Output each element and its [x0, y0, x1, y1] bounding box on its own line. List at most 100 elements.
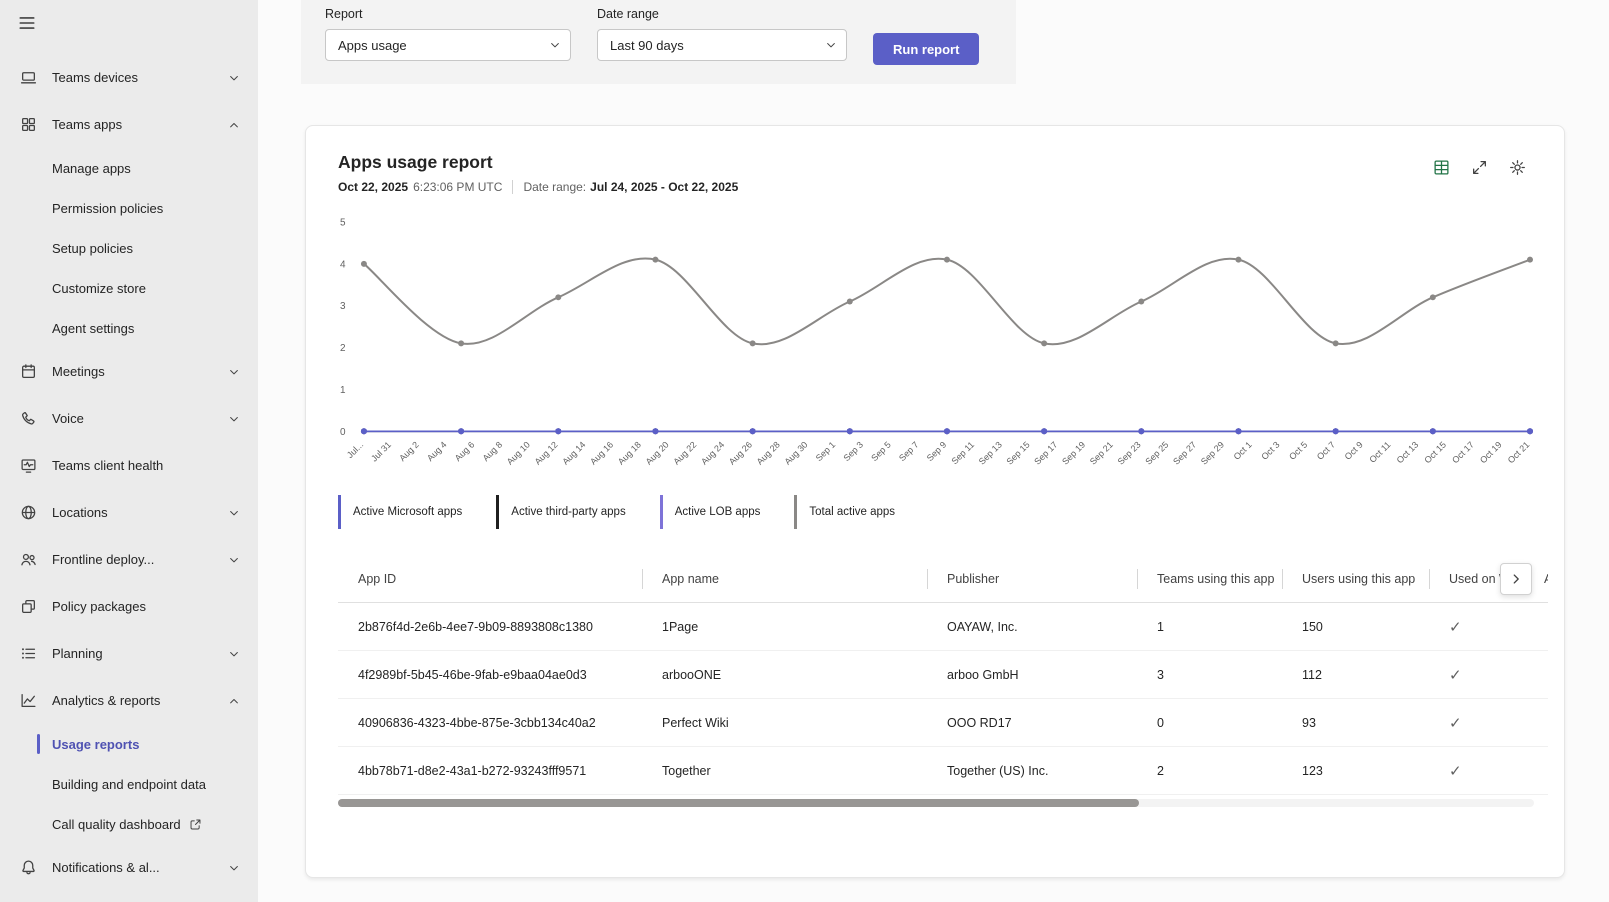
sidebar-item-label: Setup policies: [52, 240, 133, 256]
export-to-excel-button[interactable]: [1426, 152, 1456, 182]
report-dropdown[interactable]: Apps usage: [325, 29, 571, 61]
sidebar-item-agent-settings[interactable]: Agent settings: [0, 308, 258, 348]
sidebar-item-label: Call quality dashboard: [52, 816, 181, 832]
cell-teams-using: 1: [1157, 619, 1164, 634]
horizontal-scrollbar[interactable]: [338, 799, 1534, 808]
chart-settings-button[interactable]: [1502, 152, 1532, 182]
cell-teams-using: 0: [1157, 715, 1164, 730]
table-header-row: App ID App name Publisher Teams using this …: [338, 555, 1548, 604]
column-header-used-on-w[interactable]: Used on W: [1429, 555, 1524, 602]
sidebar-item-label: Policy packages: [52, 599, 146, 614]
cell-used-on-windows: ✓: [1429, 762, 1524, 780]
chevron-up-icon: [228, 695, 240, 707]
report-generated-time: 6:23:06 PM UTC: [413, 180, 503, 194]
sidebar-item-policy-packages[interactable]: Policy packages: [0, 583, 258, 630]
pulse-icon: [20, 457, 37, 474]
svg-text:Aug 16: Aug 16: [588, 440, 615, 467]
svg-text:Oct 13: Oct 13: [1395, 440, 1421, 466]
sidebar-item-label: Teams devices: [52, 70, 138, 85]
svg-text:Aug 8: Aug 8: [481, 440, 505, 464]
column-header-app-id[interactable]: App ID: [358, 571, 397, 586]
sidebar-item-usage-reports[interactable]: Usage reports: [0, 724, 258, 764]
date-range-dropdown[interactable]: Last 90 days: [597, 29, 847, 61]
sidebar-item-label: Permission policies: [52, 200, 164, 216]
table-row: 4bb78b71-d8e2-43a1-b272-93243fff9571 Toge…: [338, 747, 1548, 796]
cell-users-using: 93: [1302, 715, 1316, 730]
sidebar-item-meetings[interactable]: Meetings: [0, 348, 258, 395]
table-row: 40906836-4323-4bbe-875e-3cbb134c40a2 Perf…: [338, 699, 1548, 748]
column-header-users-using-this-app[interactable]: Users using this app: [1282, 555, 1429, 602]
devices-icon: [20, 69, 37, 86]
sidebar-item-teams-apps[interactable]: Teams apps: [0, 101, 258, 148]
divider: [512, 180, 514, 194]
cell-app-id: 4bb78b71-d8e2-43a1-b272-93243fff9571: [358, 763, 587, 778]
svg-text:Oct 19: Oct 19: [1478, 440, 1504, 466]
column-header-teams-using-this-app[interactable]: Teams using this app: [1137, 555, 1282, 602]
chevron-down-icon: [228, 648, 240, 660]
cell-publisher: OOO RD17: [947, 715, 1012, 730]
svg-text:5: 5: [340, 217, 346, 228]
scroll-columns-right-button[interactable]: [1500, 563, 1532, 596]
column-header-app-name[interactable]: App name: [642, 555, 927, 602]
report-filter-group: Report Apps usage: [325, 4, 571, 61]
cell-app-id: 2b876f4d-2e6b-4ee7-9b09-8893808c1380: [358, 619, 593, 634]
sidebar-item-voice[interactable]: Voice: [0, 395, 258, 442]
svg-text:Sep 7: Sep 7: [897, 440, 921, 464]
cell-teams-using: 2: [1157, 763, 1164, 778]
legend-item-active-third-party-apps[interactable]: Active third-party apps: [496, 495, 641, 530]
sidebar-item-label: Customize store: [52, 280, 146, 296]
svg-text:Sep 27: Sep 27: [1171, 440, 1198, 467]
sidebar-item-teams-devices[interactable]: Teams devices: [0, 54, 258, 101]
fullscreen-button[interactable]: [1464, 152, 1494, 182]
svg-text:Sep 25: Sep 25: [1143, 440, 1170, 467]
sidebar-item-call-quality-dashboard[interactable]: Call quality dashboard: [0, 804, 258, 844]
svg-text:3: 3: [340, 301, 346, 312]
sidebar-item-setup-policies[interactable]: Setup policies: [0, 228, 258, 268]
svg-text:Oct 9: Oct 9: [1343, 440, 1365, 462]
sidebar-item-label: Frontline deploy...: [52, 552, 155, 567]
external-link-icon: [189, 818, 202, 831]
legend-item-total-active-apps[interactable]: Total active apps: [794, 495, 911, 530]
sidebar-item-manage-apps[interactable]: Manage apps: [0, 148, 258, 188]
svg-text:Aug 24: Aug 24: [699, 440, 726, 467]
sidebar-item-locations[interactable]: Locations: [0, 489, 258, 536]
date-range-filter-group: Date range Last 90 days: [597, 4, 847, 61]
sidebar-item-frontline-deploy[interactable]: Frontline deploy...: [0, 536, 258, 583]
svg-text:Jul 31: Jul 31: [369, 440, 393, 464]
scrollbar-thumb[interactable]: [338, 799, 1140, 808]
cell-publisher: arboo GmbH: [947, 667, 1019, 682]
svg-text:Aug 28: Aug 28: [755, 440, 782, 467]
report-title: Apps usage report: [338, 152, 493, 172]
svg-text:Sep 23: Sep 23: [1116, 440, 1143, 467]
svg-text:Sep 11: Sep 11: [949, 440, 976, 467]
chevron-right-icon: [1513, 574, 1519, 584]
sidebar-item-permission-policies[interactable]: Permission policies: [0, 188, 258, 228]
main-content: Report Apps usage Date range Last 90 day…: [258, 0, 1609, 902]
sidebar-item-label: Locations: [52, 505, 108, 520]
sidebar-item-notifications-al[interactable]: Notifications & al...: [0, 844, 258, 891]
sidebar-item-teams-client-health[interactable]: Teams client health: [0, 442, 258, 489]
phone-icon: [20, 410, 37, 427]
report-generated-date: Oct 22, 2025: [338, 180, 409, 194]
svg-text:Sep 21: Sep 21: [1088, 440, 1115, 467]
hamburger-menu-button[interactable]: [0, 0, 258, 40]
sidebar-item-building-and-endpoint-data[interactable]: Building and endpoint data: [0, 764, 258, 804]
hamburger-icon: [18, 14, 36, 32]
svg-text:Oct 7: Oct 7: [1315, 440, 1337, 462]
svg-text:Oct 3: Oct 3: [1259, 440, 1281, 462]
chevron-down-icon: [825, 39, 837, 51]
legend-item-active-microsoft-apps[interactable]: Active Microsoft apps: [338, 495, 478, 530]
legend-label: Active LOB apps: [674, 506, 761, 519]
sidebar-item-customize-store[interactable]: Customize store: [0, 268, 258, 308]
chevron-down-icon: [228, 413, 240, 425]
legend-item-active-lob-apps[interactable]: Active LOB apps: [659, 495, 777, 530]
cell-app-id: 4f2989bf-5b45-46be-9fab-e9baa04ae0d3: [358, 667, 587, 682]
svg-text:Oct 15: Oct 15: [1422, 440, 1448, 466]
run-report-button[interactable]: Run report: [873, 33, 980, 65]
sidebar-item-planning[interactable]: Planning: [0, 630, 258, 677]
cell-app-name: 1Page: [662, 619, 699, 634]
column-header-publisher[interactable]: Publisher: [927, 555, 1137, 602]
sidebar-item-analytics-reports[interactable]: Analytics & reports: [0, 677, 258, 724]
svg-text:Aug 14: Aug 14: [560, 440, 587, 467]
svg-text:Oct 11: Oct 11: [1367, 440, 1392, 465]
